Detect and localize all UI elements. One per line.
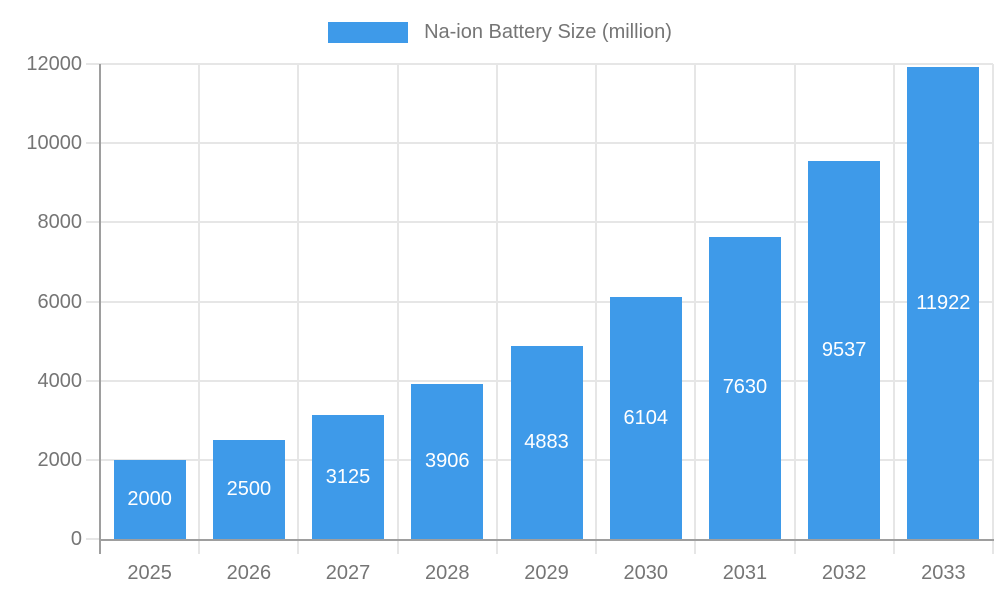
y-axis-tick [86,379,100,382]
x-axis-tick-label: 2029 [524,562,569,584]
y-axis-tick [86,63,100,65]
bar-2033[interactable]: 11922 [907,67,980,539]
y-axis-tick [86,142,100,145]
bar-value-label: 3906 [425,450,470,473]
bar-2027[interactable]: 3125 [312,415,385,539]
y-axis-tick [86,458,100,461]
x-axis-tick [297,541,300,554]
x-axis-tick [694,541,697,554]
x-axis-tick-label: 2025 [127,562,172,584]
y-axis-tick [86,300,100,303]
x-axis-tick [892,541,895,554]
x-axis-tick [396,541,399,554]
horizontal-gridline [100,221,993,224]
vertical-gridline [992,64,994,539]
x-axis-tick-label: 2028 [425,562,470,584]
x-axis-tick-label: 2030 [623,562,668,584]
bar-value-label: 6104 [623,406,668,429]
bar-2029[interactable]: 4883 [510,345,583,539]
x-axis-tick-label: 2027 [325,562,371,584]
x-axis-tick [198,541,201,554]
y-axis-tick-label: 4000 [37,369,83,392]
bar-2031[interactable]: 7630 [708,236,781,539]
x-axis-tick [992,541,994,554]
legend: Na-ion Battery Size (million) [0,21,1000,44]
bar-value-label: 7630 [722,376,768,399]
y-axis-tick-label: 12000 [26,53,82,75]
x-axis-tick-label: 2026 [226,562,272,584]
x-axis-tick-label: 2032 [821,562,867,584]
x-axis-line [99,539,994,541]
bar-2028[interactable]: 3906 [411,384,484,539]
bar-value-label: 9537 [821,338,867,361]
bar-value-label: 3125 [325,465,371,488]
bar-2026[interactable]: 2500 [212,440,285,539]
x-axis-tick [595,541,598,554]
bar-value-label: 2000 [127,487,172,510]
bar-2025[interactable]: 2000 [113,459,186,539]
bar-2030[interactable]: 6104 [609,297,682,539]
horizontal-gridline [100,63,993,65]
bar-value-label: 4883 [524,430,569,453]
x-axis-tick [495,541,498,554]
x-axis-tick [793,541,796,554]
y-axis-tick-label: 0 [70,528,82,550]
y-axis-tick-label: 8000 [37,211,83,234]
horizontal-gridline [100,142,993,145]
y-axis-line [99,64,101,554]
y-axis-tick-label: 2000 [37,448,83,471]
bar-2032[interactable]: 9537 [808,161,881,539]
horizontal-gridline [100,300,993,303]
legend-swatch-icon [328,22,409,43]
y-axis-tick-label: 10000 [26,132,82,155]
x-axis-tick-label: 2031 [722,562,768,584]
legend-label: Na-ion Battery Size (million) [424,21,672,43]
legend-item[interactable]: Na-ion Battery Size (million) [328,21,672,44]
bar-value-label: 11922 [916,291,971,314]
y-axis-tick-label: 6000 [37,290,83,313]
y-axis-tick [86,538,100,540]
x-axis-tick-label: 2033 [921,562,966,584]
bar-value-label: 2500 [226,478,272,500]
y-axis-tick [86,221,100,224]
